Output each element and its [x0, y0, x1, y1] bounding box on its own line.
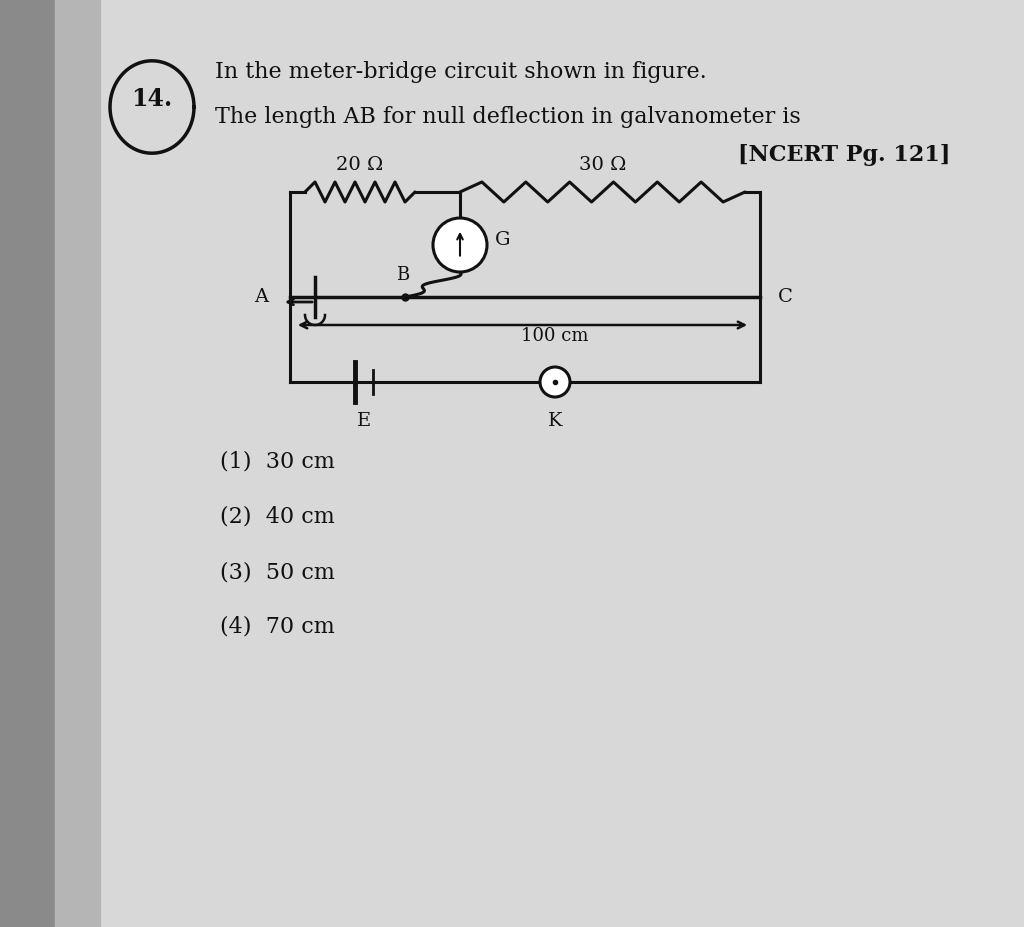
Text: (2)  40 cm: (2) 40 cm [220, 506, 335, 528]
Text: 20 Ω: 20 Ω [336, 156, 384, 174]
Text: K: K [548, 412, 562, 430]
Text: A: A [254, 288, 268, 306]
Text: C: C [778, 288, 793, 306]
Text: E: E [357, 412, 371, 430]
Bar [55, 0, 100, 927]
Text: In the meter-bridge circuit shown in figure.: In the meter-bridge circuit shown in fig… [215, 61, 707, 83]
Circle shape [540, 367, 570, 397]
Text: 14.: 14. [131, 87, 173, 111]
Text: (1)  30 cm: (1) 30 cm [220, 451, 335, 473]
Text: (4)  70 cm: (4) 70 cm [220, 616, 335, 638]
Text: [NCERT Pg. 121]: [NCERT Pg. 121] [737, 144, 950, 166]
Text: The length AB for null deflection in galvanometer is: The length AB for null deflection in gal… [215, 106, 801, 128]
Text: 100 cm: 100 cm [521, 327, 589, 345]
Text: B: B [396, 266, 410, 284]
Circle shape [433, 218, 487, 272]
Text: G: G [495, 231, 511, 249]
Bar [0, 0, 55, 927]
Text: 30 Ω: 30 Ω [579, 156, 627, 174]
Text: (3)  50 cm: (3) 50 cm [220, 561, 335, 583]
